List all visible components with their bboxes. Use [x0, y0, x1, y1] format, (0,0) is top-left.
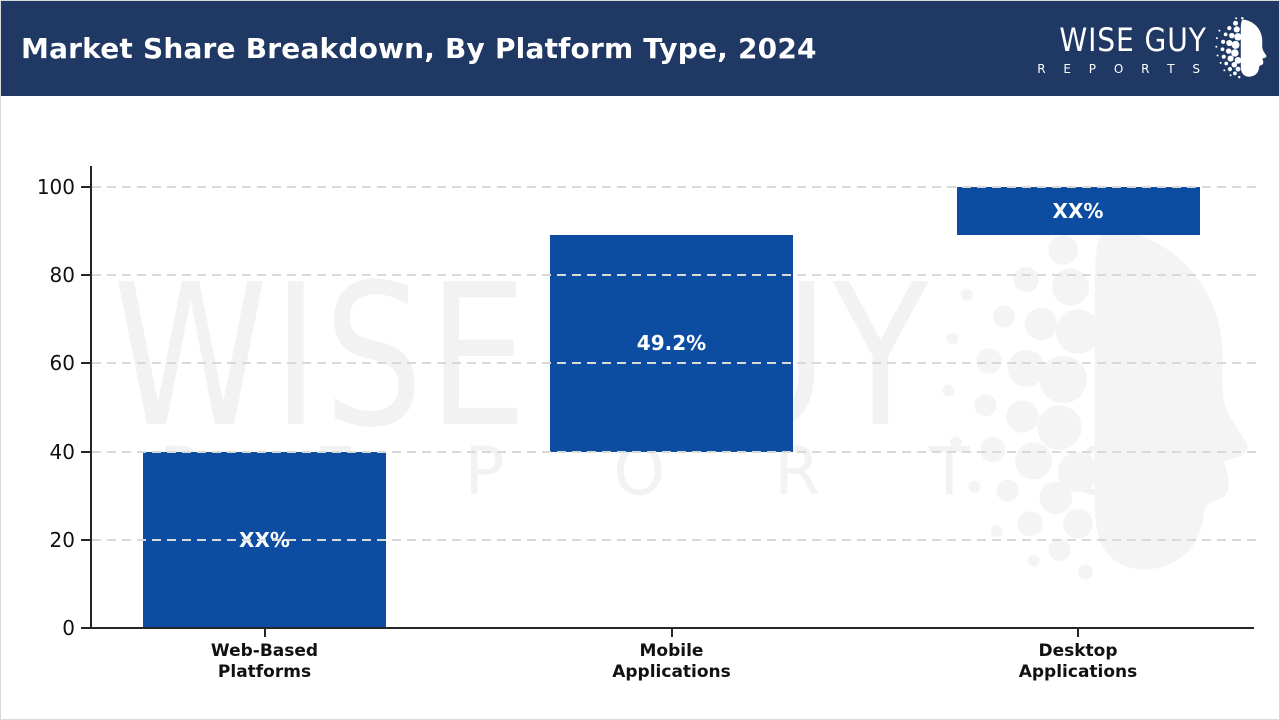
gridline-100: [92, 186, 1262, 188]
watermark-wordmark: WISE GUY: [113, 243, 934, 471]
y-tick-mark: [81, 450, 90, 453]
bar-value-label: 49.2%: [636, 331, 707, 356]
wise-guy-logo: WISE GUY R E P O R T S: [1023, 5, 1273, 93]
x-tick-mark: [1077, 629, 1079, 637]
logo-wordmark: WISE GUY: [1059, 21, 1207, 59]
bar-value-label: XX%: [1052, 198, 1104, 223]
y-tick-label: 20: [49, 527, 75, 552]
category-label: Web-Based Platforms: [210, 641, 319, 682]
bar-segment: XX%: [956, 187, 1200, 235]
header-bar: Market Share Breakdown, By Platform Type…: [1, 1, 1279, 96]
y-tick-label: 60: [49, 351, 75, 376]
bar-segment: 49.2%: [550, 234, 793, 452]
category-label: Mobile Applications: [612, 641, 731, 682]
gridline-80: [92, 274, 1262, 277]
y-tick-label: 0: [62, 616, 75, 640]
category-label: Desktop Applications: [1018, 641, 1138, 682]
y-tick-mark: [81, 362, 90, 365]
chart-title: Market Share Breakdown, By Platform Type…: [21, 32, 817, 65]
y-tick-label: 80: [49, 263, 75, 288]
y-tick-label: 40: [49, 439, 75, 464]
y-tick-mark: [81, 274, 90, 277]
y-tick-label: 100: [36, 175, 75, 199]
watermark-face-icon: [942, 213, 1248, 580]
y-tick-mark: [81, 627, 90, 629]
x-axis-line: [90, 627, 1254, 629]
x-tick-mark: [670, 629, 673, 637]
y-tick-mark: [81, 186, 90, 188]
gridline-40: [92, 450, 1262, 453]
y-tick-mark: [81, 538, 90, 541]
x-tick-mark: [263, 629, 266, 637]
logo-subtext: R E P O R T S: [1037, 62, 1207, 76]
gridline-60: [92, 362, 1262, 365]
gridline-20: [92, 538, 1262, 541]
y-axis-line: [90, 166, 92, 629]
